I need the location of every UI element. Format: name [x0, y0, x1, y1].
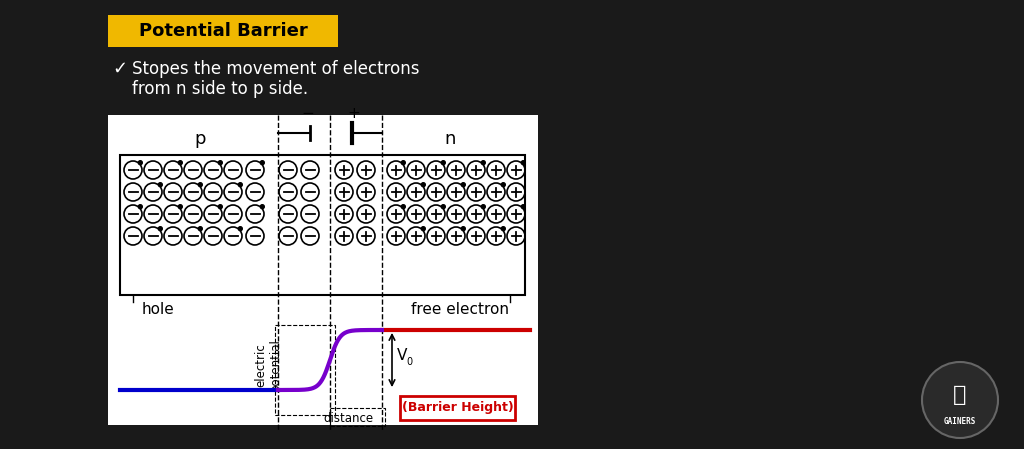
Circle shape — [481, 205, 485, 209]
Text: electric
potential: electric potential — [254, 339, 282, 392]
Bar — [275, 325, 335, 415]
Text: p: p — [195, 130, 206, 148]
Circle shape — [138, 205, 142, 209]
Text: ✓: ✓ — [112, 60, 127, 78]
Circle shape — [178, 161, 182, 165]
Circle shape — [199, 227, 203, 231]
Circle shape — [218, 205, 222, 209]
Bar — [400, 396, 515, 420]
Circle shape — [159, 183, 162, 187]
Circle shape — [441, 161, 445, 165]
Circle shape — [401, 205, 406, 209]
Bar — [120, 155, 525, 295]
Text: distance: distance — [323, 411, 373, 424]
Circle shape — [421, 227, 425, 231]
Bar — [108, 115, 538, 425]
Circle shape — [199, 183, 203, 187]
Text: free electron: free electron — [411, 302, 509, 317]
Text: from n side to p side.: from n side to p side. — [132, 80, 308, 98]
Circle shape — [461, 183, 465, 187]
Circle shape — [461, 227, 465, 231]
Circle shape — [239, 183, 243, 187]
Circle shape — [481, 161, 485, 165]
Text: Stopes the movement of electrons: Stopes the movement of electrons — [132, 60, 420, 78]
Text: Potential Barrier: Potential Barrier — [138, 22, 307, 40]
Text: n: n — [444, 130, 456, 148]
Circle shape — [178, 205, 182, 209]
Text: V: V — [397, 348, 408, 362]
Circle shape — [521, 205, 525, 209]
Bar — [330, 408, 385, 426]
Circle shape — [521, 161, 525, 165]
Circle shape — [218, 161, 222, 165]
Circle shape — [502, 183, 505, 187]
Text: 0: 0 — [406, 357, 412, 367]
Text: (Barrier Height): (Barrier Height) — [401, 401, 513, 414]
Circle shape — [421, 183, 425, 187]
Circle shape — [401, 161, 406, 165]
Circle shape — [260, 205, 264, 209]
Text: ⛹: ⛹ — [953, 385, 967, 405]
Circle shape — [138, 161, 142, 165]
Circle shape — [159, 227, 162, 231]
Text: +: + — [347, 106, 360, 121]
Circle shape — [922, 362, 998, 438]
Circle shape — [441, 205, 445, 209]
Circle shape — [239, 227, 243, 231]
Text: GAINERS: GAINERS — [944, 418, 976, 427]
Circle shape — [502, 227, 505, 231]
Bar — [108, 15, 338, 47]
Text: −: − — [302, 106, 314, 121]
Text: hole: hole — [141, 302, 174, 317]
Circle shape — [260, 161, 264, 165]
